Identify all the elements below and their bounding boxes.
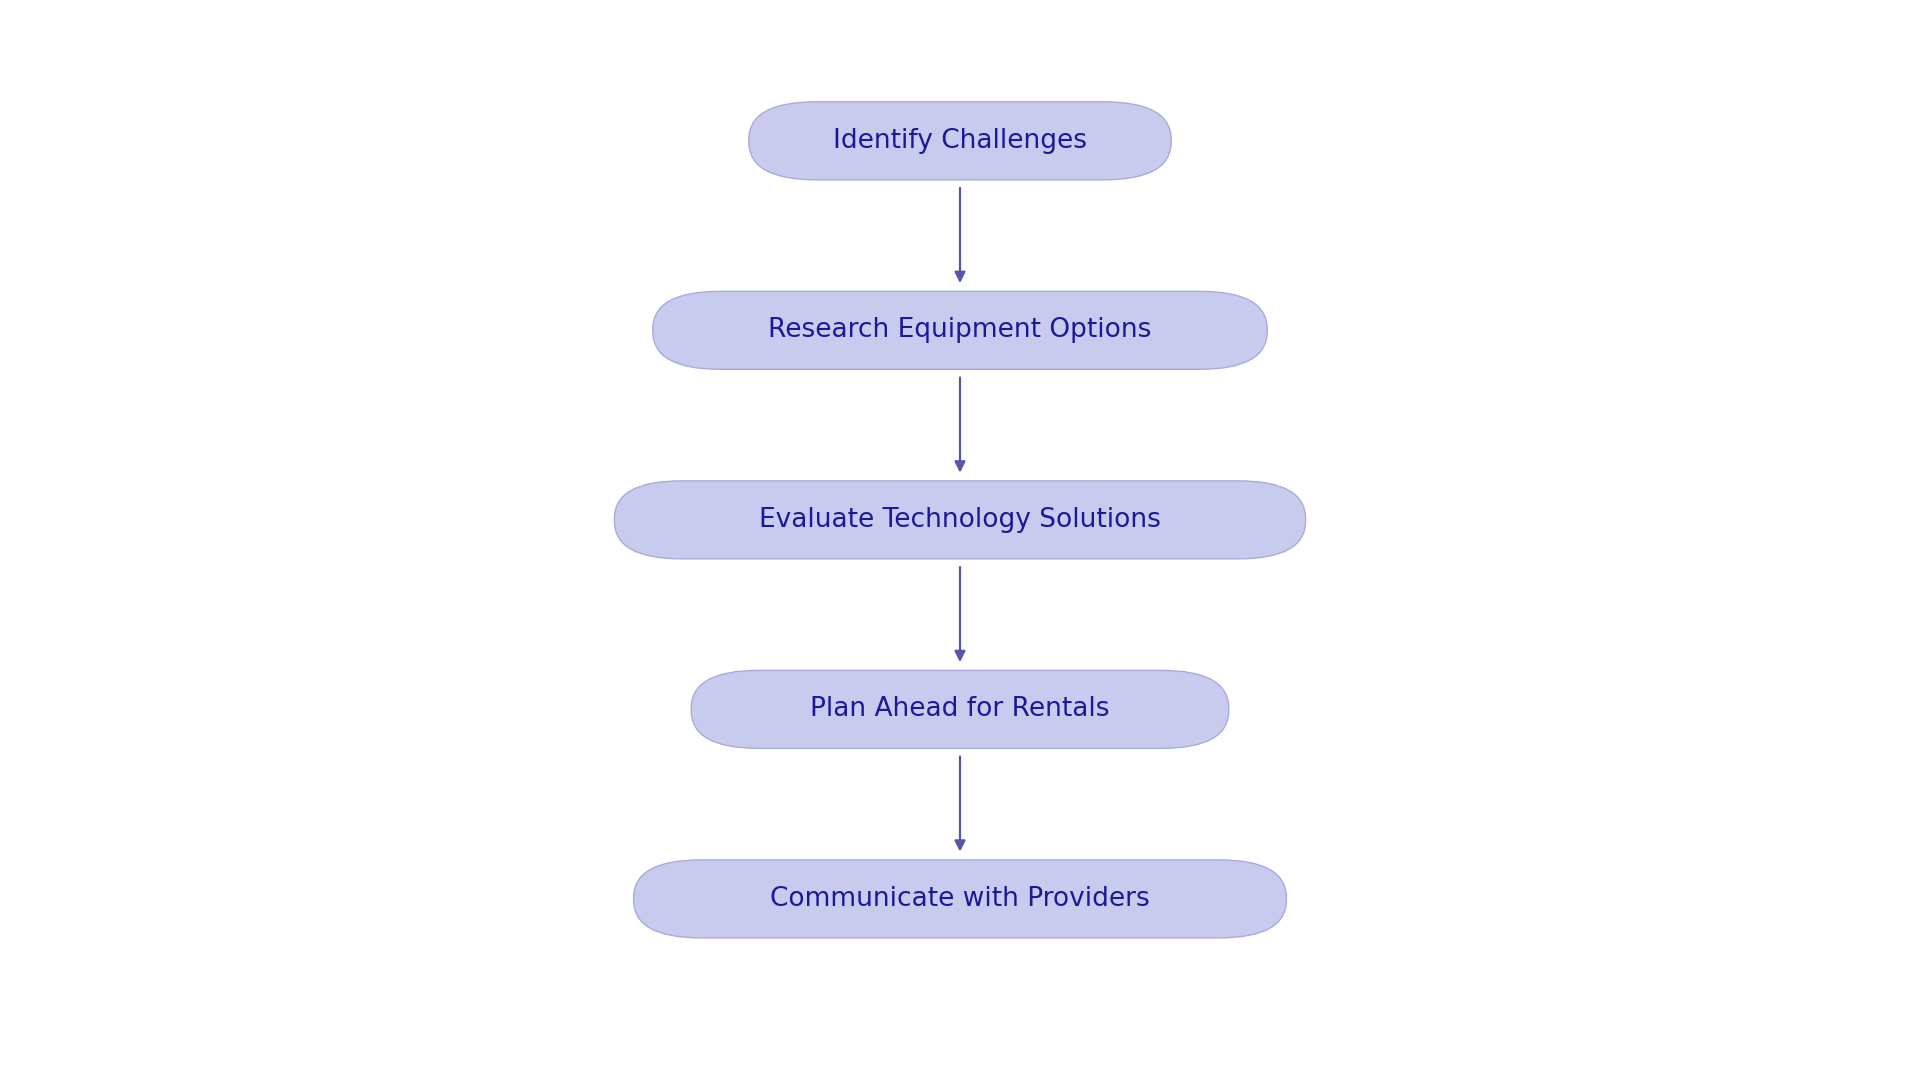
Text: Plan Ahead for Rentals: Plan Ahead for Rentals (810, 696, 1110, 722)
FancyBboxPatch shape (614, 481, 1306, 559)
FancyBboxPatch shape (749, 102, 1171, 180)
FancyBboxPatch shape (691, 670, 1229, 748)
Text: Research Equipment Options: Research Equipment Options (768, 317, 1152, 343)
Text: Evaluate Technology Solutions: Evaluate Technology Solutions (758, 507, 1162, 533)
FancyBboxPatch shape (634, 860, 1286, 938)
Text: Communicate with Providers: Communicate with Providers (770, 886, 1150, 912)
FancyBboxPatch shape (653, 291, 1267, 369)
Text: Identify Challenges: Identify Challenges (833, 128, 1087, 154)
